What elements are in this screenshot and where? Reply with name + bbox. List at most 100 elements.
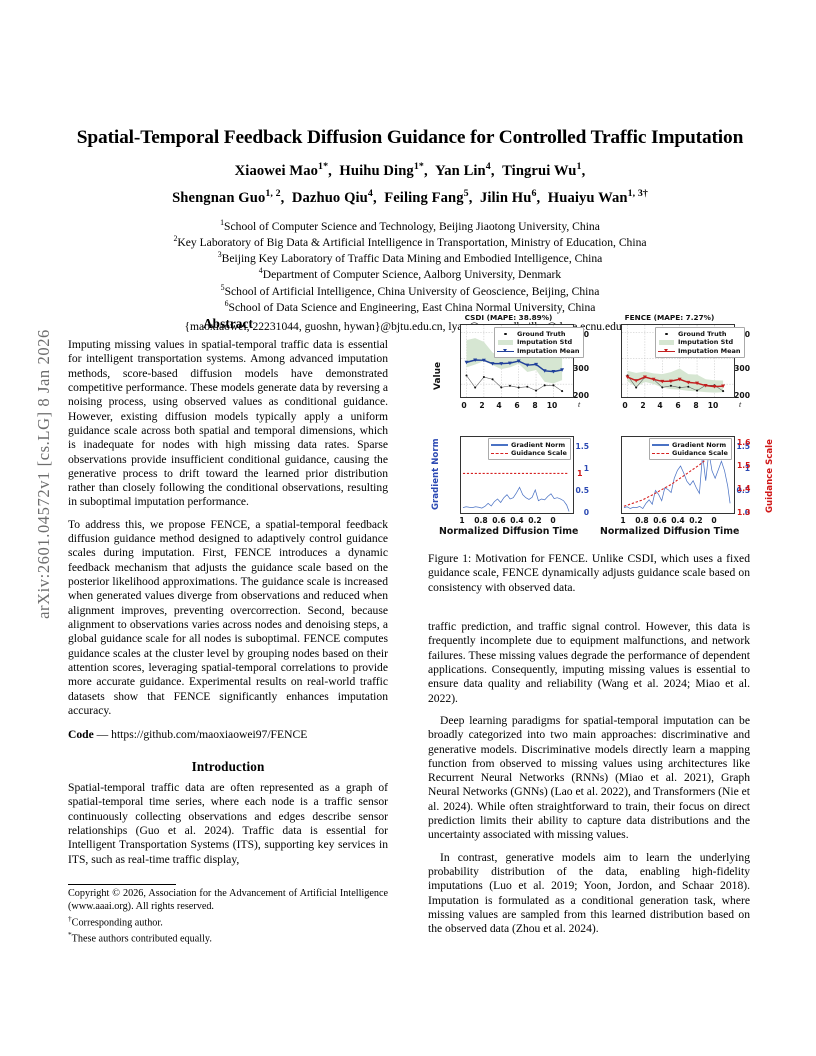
code-label: Code — [68, 728, 94, 742]
fence-ytick-300: 300 — [734, 364, 750, 373]
author-sup: 1, 2 — [265, 188, 281, 200]
csdi-xtick-2: 2 — [479, 401, 485, 410]
code-link-line: Code — https://github.com/maoxiaowei97/F… — [68, 728, 388, 741]
legend-entry-gradient-norm: Gradient Norm — [491, 441, 567, 450]
csdi-g-xtick-08: 0.8 — [474, 516, 488, 525]
author-xiaowei-mao: Xiaowei Mao1*, — [234, 161, 332, 180]
csdi-ground-truth-line — [466, 375, 563, 392]
title-block: Spatial-Temporal Feedback Diffusion Guid… — [60, 126, 760, 333]
csdi-x-axis-label: t — [578, 400, 581, 409]
page-title: Spatial-Temporal Feedback Diffusion Guid… — [76, 127, 744, 148]
fence-panel-title: FENCE (MAPE: 7.27%) — [624, 313, 715, 322]
introduction-heading: Introduction — [191, 759, 265, 775]
ground-truth-dot-icon — [658, 330, 675, 338]
fence-right-ytick-13: 1.3 — [737, 508, 751, 517]
csdi-guidance-legend: Gradient Norm Guidance Scale — [488, 438, 571, 461]
fence-xtick-6: 6 — [675, 401, 681, 410]
csdi-g-xtick-04: 0.4 — [510, 516, 524, 525]
right-column: traffic prediction, and traffic signal c… — [428, 620, 750, 945]
abstract-heading: Abstract — [203, 316, 253, 331]
fence-legend: Ground Truth Imputation Std Imputation M… — [655, 327, 745, 358]
csdi-legend: Ground Truth Imputation Std Imputation M… — [494, 327, 584, 358]
fence-guidance-scale-axis-label: Guidance Scale — [765, 439, 775, 513]
legend-entry-imputation-mean: Imputation Mean — [497, 347, 580, 356]
figure-row-top: CSDI (MAPE: 38.89%) Value 200 300 4 0 0 — [428, 312, 750, 428]
csdi-g-ytick-00: 0 — [583, 508, 589, 517]
imputation-std-band-icon — [658, 338, 675, 346]
csdi-imputation-mean-line — [466, 359, 563, 373]
csdi-xtick-0: 0 — [461, 401, 467, 410]
code-url[interactable]: https://github.com/maoxiaowei97/FENCE — [111, 728, 308, 742]
fence-right-ytick-16: 1.6 — [737, 438, 751, 447]
csdi-g-ytick-05: 0.5 — [575, 486, 589, 495]
fence-right-ytick-14: 1.4 — [737, 484, 751, 493]
author-feiling-fang: Feiling Fang5, — [380, 188, 473, 206]
footnote-copyright: Copyright © 2026, Association for the Ad… — [68, 888, 388, 912]
ground-truth-dot-icon — [497, 330, 514, 338]
author-sup: 4 — [367, 188, 373, 200]
affiliations-list: 1School of Computer Science and Technolo… — [60, 218, 760, 315]
fence-x-axis-label: t — [739, 400, 742, 409]
abstract-paragraph-2: To address this, we propose FENCE, a spa… — [68, 517, 388, 717]
csdi-ground-truth-points — [465, 374, 564, 393]
csdi-xtick-8: 8 — [532, 401, 538, 410]
introduction-paragraph-1: Spatial-temporal traffic data are often … — [68, 781, 388, 866]
author-line-2: Shengnan Guo1, 2, Dazhuo Qiu4, Feiling F… — [60, 188, 760, 207]
fence-g-xtick-00: 0 — [711, 516, 717, 525]
author-sup: 4 — [485, 161, 491, 173]
author-dazhuo-qiu: Dazhuo Qiu4, — [288, 188, 377, 206]
code-separator: — — [93, 728, 112, 742]
csdi-panel-title: CSDI (MAPE: 38.89%) — [464, 313, 553, 322]
footnote-corresponding: †Corresponding author. — [68, 913, 163, 929]
imputation-mean-line-icon — [497, 347, 514, 355]
fence-value-panel: FENCE (MAPE: 7.27%) 200 300 400 — [589, 312, 750, 428]
gradient-norm-line-icon — [491, 441, 508, 449]
guidance-scale-dashed-icon — [652, 449, 669, 457]
fence-g-xtick-02: 0.2 — [689, 516, 703, 525]
fence-g-ytick-15: 1.5 — [736, 442, 750, 451]
imputation-std-band-icon — [497, 338, 514, 346]
author-tingrui-wu: Tingrui Wu1, — [498, 161, 586, 180]
guidance-scale-dashed-icon — [491, 449, 508, 457]
fence-guidance-legend: Gradient Norm Guidance Scale — [649, 438, 732, 461]
introduction-paragraph-1-cont: traffic prediction, and traffic signal c… — [428, 620, 750, 705]
fence-xtick-8: 8 — [693, 401, 699, 410]
figure-1-panels: CSDI (MAPE: 38.89%) Value 200 300 400 — [428, 312, 775, 546]
csdi-gradient-norm-label: Gradient Norm — [431, 438, 441, 510]
affiliation-item: 4Department of Computer Science, Aalborg… — [258, 266, 562, 282]
footnote-equal-contribution: *These authors contributed equally. — [68, 929, 212, 945]
csdi-constant-guidance-label: 1 — [577, 469, 583, 478]
csdi-xtick-4: 4 — [496, 401, 502, 410]
legend-entry-imputation-mean: Imputation Mean — [658, 347, 741, 356]
legend-entry-imputation-std: Imputation Std — [497, 338, 580, 347]
legend-entry-ground-truth: Ground Truth — [497, 330, 580, 339]
csdi-g-xtick-00: 0 — [550, 516, 556, 525]
fence-g-ytick-00: 0 — [744, 508, 750, 517]
csdi-guidance-x-axis-label: Normalized Diffusion Time — [439, 526, 579, 537]
abstract-paragraph-1: Imputing missing values in spatial-tempo… — [68, 338, 388, 509]
csdi-g-xtick-06: 0.6 — [492, 516, 506, 525]
author-huaiyu-wan: Huaiyu Wan1, 3† — [544, 188, 648, 206]
legend-entry-ground-truth: Ground Truth — [658, 330, 741, 339]
fence-imputation-mean-markers — [625, 375, 726, 389]
affiliation-item: 2Key Laboratory of Big Data & Artificial… — [173, 234, 647, 249]
legend-entry-gradient-norm: Gradient Norm — [652, 441, 728, 450]
fence-xtick-4: 4 — [657, 401, 663, 410]
csdi-ytick-200: 200 — [573, 391, 589, 400]
fence-guidance-x-axis-label: Normalized Diffusion Time — [600, 526, 740, 537]
author-line-1: Xiaowei Mao1*, Huihu Ding1*, Yan Lin4, T… — [60, 161, 760, 180]
fence-g-xtick-10: 1 — [620, 516, 626, 525]
arxiv-stamp: arXiv:2601.04572v1 [cs.LG] 8 Jan 2026 — [34, 329, 53, 619]
author-sup: 1, 3† — [627, 188, 648, 200]
fence-xtick-2: 2 — [640, 401, 646, 410]
csdi-xtick-6: 6 — [514, 401, 520, 410]
affiliation-item: 3Beijing Key Laboratory of Traffic Data … — [217, 250, 603, 266]
figure-row-bottom: Gradient Norm 0 0.5 1 1.5 Gr — [428, 430, 775, 546]
footnote-rule — [68, 884, 176, 885]
csdi-xtick-10: 10 — [546, 401, 558, 410]
fence-ytick-200: 200 — [734, 391, 750, 400]
fence-g-xtick-08: 0.8 — [635, 516, 649, 525]
author-sup: 1* — [318, 161, 329, 173]
introduction-paragraph-3: In contrast, generative models aim to le… — [428, 850, 750, 936]
introduction-paragraph-2: Deep learning paradigms for spatial-temp… — [428, 713, 750, 842]
